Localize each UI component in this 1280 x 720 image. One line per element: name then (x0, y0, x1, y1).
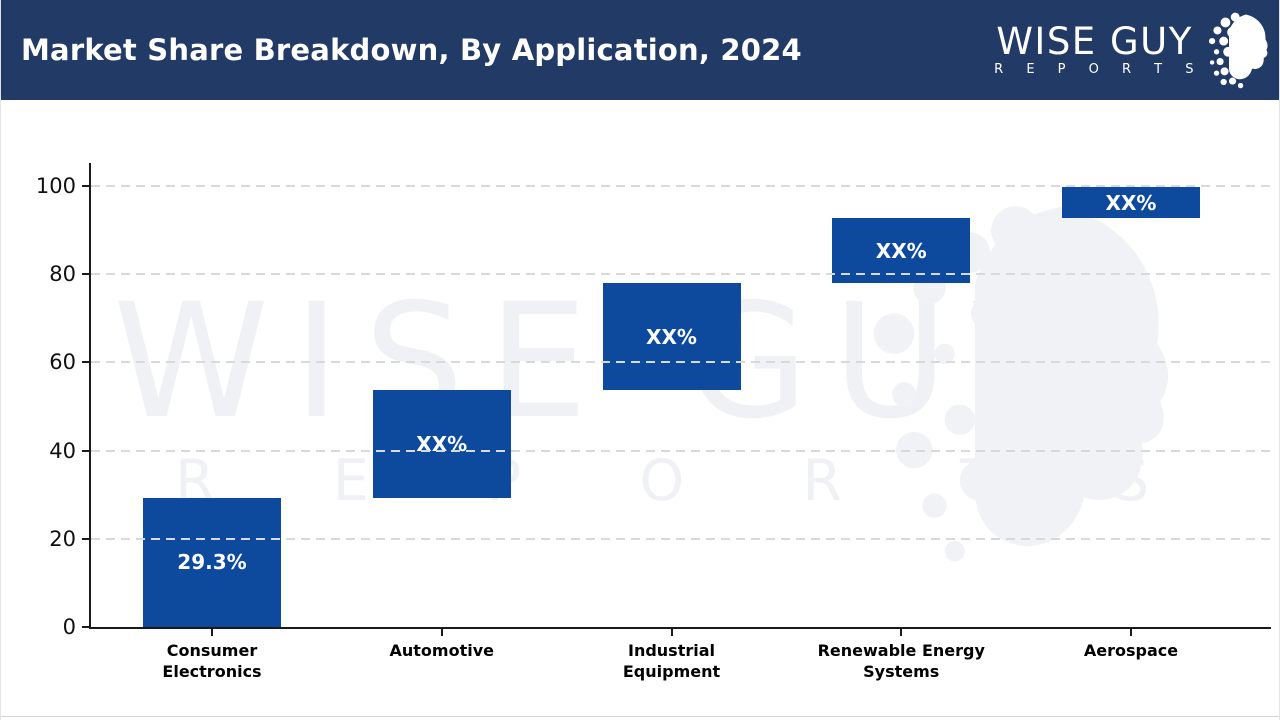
gridline-20 (91, 537, 1271, 540)
bar-aerospace: XX% (1062, 186, 1200, 219)
logo-text: WISE GUY R E P O R T S (986, 19, 1203, 78)
y-tick-mark (82, 185, 89, 187)
y-tick-mark (82, 361, 89, 364)
bar-renewable-energy-systems: XX% (832, 218, 971, 283)
gridline-100 (91, 185, 1271, 187)
bottom-border (1, 716, 1279, 717)
bar-value-label: XX% (416, 431, 468, 456)
y-axis-line (89, 163, 91, 629)
bar-value-label: 29.3% (177, 550, 247, 575)
gridline-40 (91, 449, 1271, 452)
bar-industrial-equipment: XX% (602, 283, 741, 391)
x-axis-line (89, 627, 1271, 629)
x-tick-mark (440, 629, 443, 636)
wiseguy-face-icon (1209, 12, 1268, 89)
y-tick-mark (82, 537, 89, 540)
y-tick-label: 20 (49, 526, 76, 551)
y-tick-mark (82, 626, 89, 628)
bar-value-label: XX% (1105, 190, 1157, 215)
gridline-60 (91, 361, 1271, 364)
y-tick-label: 0 (62, 615, 76, 639)
y-tick-label: 100 (35, 174, 76, 198)
y-tick-mark (82, 449, 89, 452)
x-category-label-aerospace: Aerospace (1083, 641, 1179, 660)
x-category-label-automotive: Automotive (389, 641, 495, 660)
gridline-80 (91, 273, 1271, 276)
x-tick-mark (670, 629, 673, 636)
bar-value-label: XX% (646, 324, 697, 349)
x-tick-mark (1130, 629, 1132, 636)
y-tick-mark (82, 273, 89, 276)
logo-subtitle: R E P O R T S (994, 62, 1203, 78)
header-bar: Market Share Breakdown, By Application, … (1, 0, 1279, 100)
bar-value-label: XX% (875, 238, 927, 263)
y-tick-label: 60 (49, 350, 76, 375)
x-tick-mark (900, 629, 903, 636)
bar-automotive: XX% (372, 390, 511, 498)
y-tick-label: 40 (49, 438, 76, 463)
x-tick-mark (211, 629, 213, 636)
y-tick-label: 80 (49, 262, 76, 287)
x-category-label-consumer-electronics: Consumer Electronics (162, 641, 262, 681)
logo-wordmark: WISE GUY (996, 19, 1193, 63)
x-category-label-renewable-energy-systems: Renewable Energy Systems (817, 641, 985, 681)
wiseguy-logo: WISE GUY R E P O R T S (986, 2, 1269, 98)
page-title: Market Share Breakdown, By Application, … (21, 33, 802, 67)
x-category-label-industrial-equipment: Industrial Equipment (622, 641, 721, 681)
bar-consumer-electronics: 29.3% (143, 497, 281, 627)
